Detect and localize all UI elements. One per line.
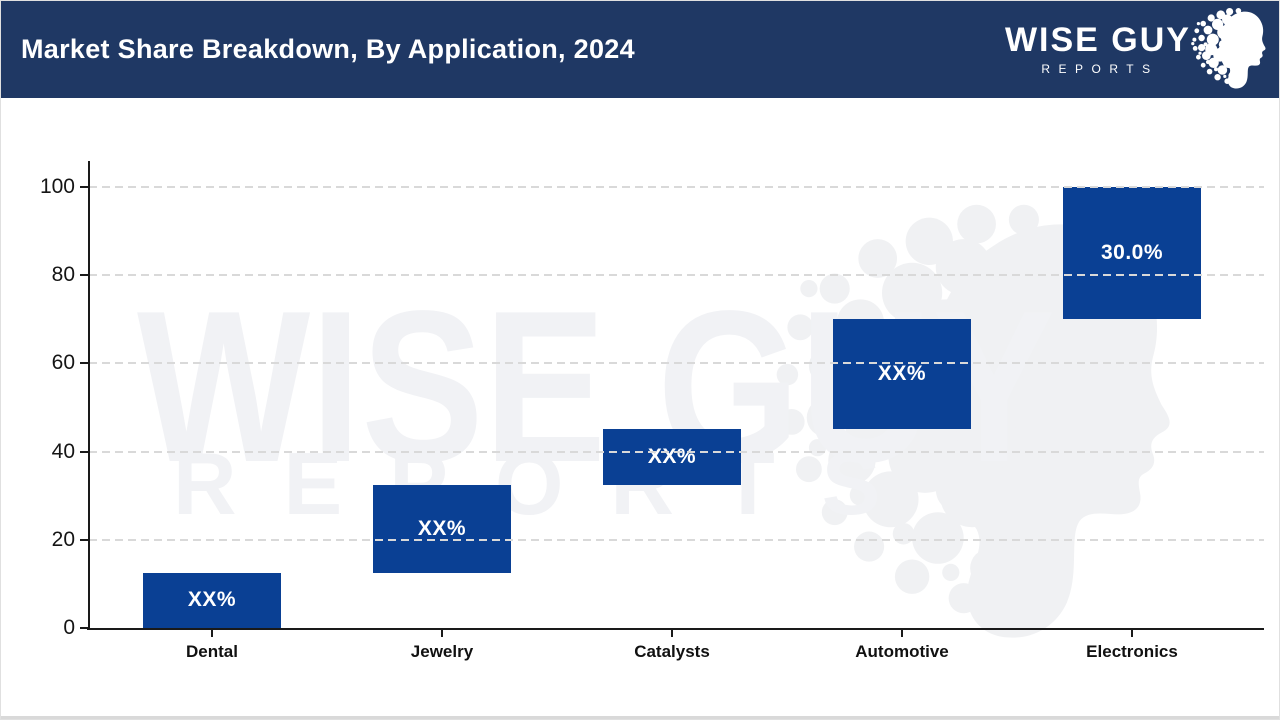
gridline-60 — [89, 362, 1264, 365]
y-axis-label-100: 100 — [39, 174, 75, 198]
chart-title: Market Share Breakdown, By Application, … — [21, 34, 635, 64]
bar-jewelry: XX% — [373, 484, 511, 573]
gridline-40 — [89, 450, 1264, 453]
bar-value-label-electronics: 30.0% — [1100, 240, 1164, 264]
gridline-100 — [89, 185, 1264, 188]
bar-value-label-jewelry: XX% — [417, 516, 467, 540]
header-bar: Market Share Breakdown, By Application, … — [1, 1, 1279, 98]
watermark-subtext: REPORTS — [173, 434, 928, 533]
chart-area: WISE GUY REPORTS 0 20 40 60 80 100 XX% Dental XX… — [1, 98, 1279, 718]
y-axis-tick-20 — [80, 538, 88, 541]
x-axis-tick-automotive — [901, 630, 903, 637]
y-axis-tick-100 — [80, 185, 88, 188]
y-axis-line — [88, 161, 90, 630]
plot: 0 20 40 60 80 100 XX% Dental XX% Jewelry XX% Cataly… — [1, 98, 1279, 718]
y-axis-label-40: 40 — [51, 439, 75, 463]
logo-head-icon — [1191, 7, 1266, 89]
bar-catalysts: XX% — [603, 429, 741, 485]
category-label-jewelry: Jewelry — [410, 642, 474, 661]
y-axis-label-20: 20 — [51, 527, 75, 551]
x-axis-line — [87, 628, 1264, 630]
y-axis-tick-40 — [80, 450, 88, 453]
x-axis-tick-electronics — [1131, 630, 1133, 637]
logo-subtext: REPORTS — [1041, 62, 1159, 76]
bar-automotive: XX% — [833, 319, 971, 430]
y-axis-tick-0 — [80, 627, 88, 629]
y-axis-tick-80 — [80, 274, 88, 276]
gridline-20 — [89, 538, 1264, 541]
y-axis-tick-60 — [80, 362, 88, 365]
y-axis-label-60: 60 — [51, 351, 75, 375]
bar-value-label-automotive: XX% — [877, 362, 927, 386]
x-axis-tick-catalysts — [671, 630, 673, 637]
bottom-edge-line — [1, 716, 1279, 719]
category-label-catalysts: Catalysts — [634, 642, 710, 661]
category-label-automotive: Automotive — [855, 642, 949, 661]
logo: WISE GUY REPORTS — [1005, 6, 1271, 94]
logo-wordmark: WISE GUY — [1004, 21, 1191, 59]
logo-text: WISE GUY REPORTS — [1005, 23, 1191, 76]
bar-value-label-dental: XX% — [187, 588, 237, 612]
y-axis-label-80: 80 — [51, 263, 75, 286]
bar-dental: XX% — [143, 572, 281, 628]
x-axis-tick-dental — [211, 630, 213, 637]
y-axis-label-0: 0 — [63, 616, 75, 639]
bar-electronics: 30.0% — [1063, 186, 1201, 320]
gridline-80 — [89, 274, 1264, 276]
category-label-electronics: Electronics — [1086, 642, 1178, 661]
x-axis-tick-jewelry — [441, 630, 443, 637]
bar-value-label-catalysts: XX% — [647, 445, 697, 469]
category-label-dental: Dental — [186, 642, 238, 661]
